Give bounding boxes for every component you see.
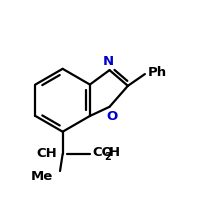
Text: 2: 2 [105, 151, 111, 162]
Text: CH: CH [36, 147, 57, 161]
Text: CO: CO [92, 146, 113, 160]
Text: Ph: Ph [148, 66, 167, 79]
Text: O: O [107, 110, 118, 123]
Text: H: H [108, 146, 120, 160]
Text: N: N [103, 55, 114, 68]
Text: Me: Me [31, 170, 53, 183]
